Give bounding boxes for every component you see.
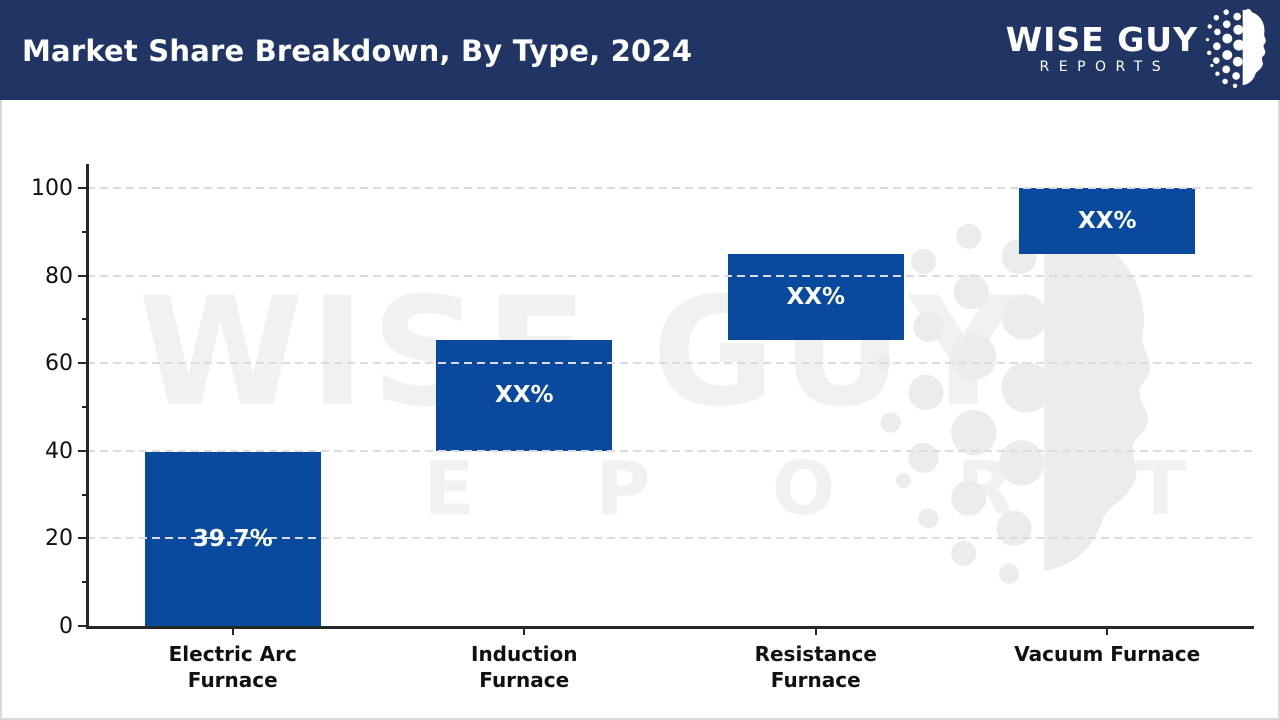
bar-value-label: XX% [786,283,845,310]
y-minor-tick [82,406,87,408]
y-minor-tick [82,318,87,321]
y-tick [78,537,87,540]
y-tick-label-80: 80 [45,263,73,289]
chart-title: Market Share Breakdown, By Type, 2024 [22,34,693,68]
y-tick [78,362,87,365]
bar-2 [436,339,613,451]
bar-value-label: 39.7% [192,526,273,553]
y-tick-label-40: 40 [45,438,73,464]
y-axis [86,164,89,628]
wiseguy-logo: WISE GUY REPORTS [1006,7,1268,91]
category-label: Electric Arc Furnace [168,642,297,693]
plot-area: WISE GUY R E P O R T S 39.7%Electric Arc… [0,100,1280,720]
bar-value-label: XX% [1077,207,1137,234]
bar-value-label: XX% [494,382,554,409]
logo-wordmark: WISE GUY [1005,19,1198,59]
logo-subtitle: REPORTS [1039,59,1171,76]
y-tick [78,449,87,452]
y-minor-tick [82,230,87,233]
category-label: Resistance Furnace [754,642,877,693]
x-axis [86,626,1254,629]
category-label: Vacuum Furnace [1014,642,1201,666]
y-tick [78,274,87,277]
y-tick-label-0: 0 [59,614,73,639]
y-tick [78,625,87,627]
x-tick [814,626,817,635]
header-bar: Market Share Breakdown, By Type, 2024 WI… [0,0,1280,100]
y-tick-label-20: 20 [45,526,73,552]
x-tick [1106,626,1109,635]
bar-4 [1019,188,1196,254]
bar-3 [727,253,904,340]
gridline-100 [87,187,1253,189]
category-label: Induction Furnace [471,642,578,693]
x-tick [523,626,526,635]
wiseguy-logo-text: WISE GUY REPORTS [1005,19,1198,76]
wiseguy-face-icon [1205,8,1266,89]
gridline-40 [87,449,1253,452]
y-tick-label-100: 100 [31,176,73,201]
y-tick [78,187,87,189]
gridline-80 [87,274,1253,277]
x-tick [231,626,234,635]
gridline-60 [87,362,1253,365]
y-tick-label-60: 60 [45,351,73,377]
y-minor-tick [82,581,87,584]
gridline-20 [87,537,1253,540]
y-minor-tick [82,493,87,496]
